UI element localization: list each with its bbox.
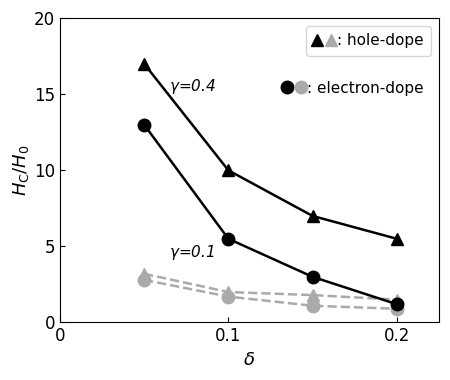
Text: $\gamma$=0.4: $\gamma$=0.4 [169, 77, 216, 96]
Y-axis label: $H_{\mathrm{C}} / H_0$: $H_{\mathrm{C}} / H_0$ [11, 144, 31, 196]
X-axis label: $\delta$: $\delta$ [243, 351, 256, 369]
Legend: , : electron-dope: , : electron-dope [276, 73, 431, 103]
Text: $\gamma$=0.1: $\gamma$=0.1 [169, 243, 215, 262]
